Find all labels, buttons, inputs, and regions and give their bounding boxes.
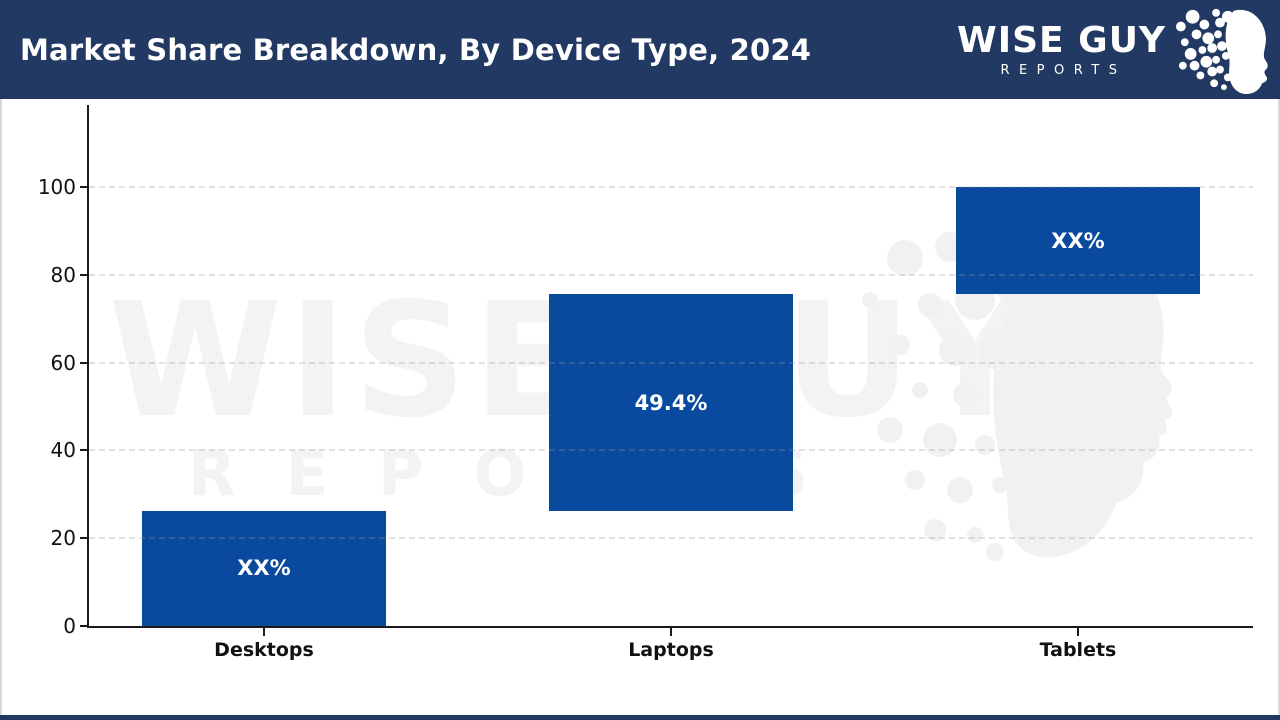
bar-value-label: XX% <box>1051 228 1105 253</box>
bar-tablets: XX% <box>956 187 1200 295</box>
y-tick-label: 40 <box>50 438 76 463</box>
page-border-left <box>0 99 2 715</box>
footer-strip <box>0 715 1280 720</box>
gridline <box>89 361 1253 364</box>
x-tick <box>670 628 672 636</box>
bar-value-label: 49.4% <box>634 390 708 415</box>
x-tick <box>1077 628 1079 636</box>
x-tick <box>263 628 265 636</box>
y-tick-label: 100 <box>37 175 76 199</box>
y-tick-label: 60 <box>50 350 76 375</box>
gridline <box>89 537 1253 540</box>
y-tick <box>80 273 87 276</box>
x-axis-spine <box>87 626 1253 628</box>
brand-logo-text: WISE GUY REPORTS <box>956 19 1166 78</box>
y-tick-label: 0 <box>63 614 76 638</box>
bar-laptops: 49.4% <box>549 294 793 511</box>
x-tick-label-laptops: Laptops <box>628 639 714 661</box>
page-border-right <box>1278 99 1280 715</box>
y-tick <box>80 186 87 188</box>
dotted-head-profile-icon <box>1175 8 1268 94</box>
brand-name: WISE GUY <box>956 19 1166 61</box>
y-tick-label: 80 <box>50 262 76 287</box>
bar-value-label: XX% <box>237 556 291 581</box>
gridline <box>89 273 1253 276</box>
y-tick <box>80 537 87 540</box>
y-tick <box>80 361 87 364</box>
y-tick <box>80 625 87 627</box>
gridline <box>89 449 1253 452</box>
gridline <box>89 186 1253 188</box>
x-tick-label-desktops: Desktops <box>214 639 314 661</box>
brand-logo: WISE GUY REPORTS <box>957 0 1270 99</box>
page-title: Market Share Breakdown, By Device Type, … <box>20 32 812 67</box>
x-tick-label-tablets: Tablets <box>1039 639 1117 661</box>
header-bar: Market Share Breakdown, By Device Type, … <box>0 0 1280 99</box>
y-tick <box>80 449 87 452</box>
bar-desktops: XX% <box>142 510 386 626</box>
brand-subtitle: REPORTS <box>1000 62 1127 78</box>
y-axis-spine <box>87 105 89 628</box>
y-tick-label: 20 <box>50 526 76 551</box>
chart-plot-area: XX% 49.4% XX% <box>89 105 1253 626</box>
